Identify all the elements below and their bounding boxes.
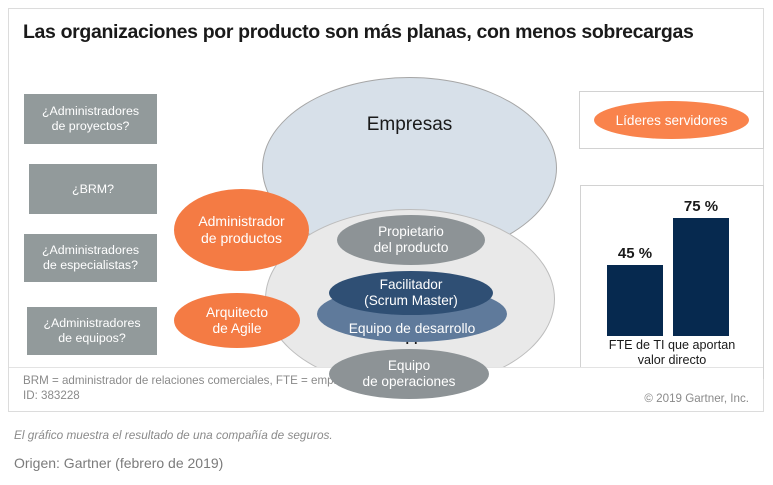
bar-group-traditional: 45 %	[607, 186, 663, 336]
footnote-id: ID: 383228	[23, 388, 80, 402]
page-title: Las organizaciones por producto son más …	[23, 21, 694, 43]
role-line2: (Scrum Master)	[364, 293, 458, 308]
venn-label-empresas: Empresas	[366, 114, 453, 135]
question-box-line1: ¿Administradores	[43, 316, 141, 330]
role-line2: de operaciones	[362, 374, 456, 389]
caption-note: El gráfico muestra el resultado de una c…	[14, 428, 333, 442]
role-line1: Facilitador	[379, 277, 443, 292]
bar-group-product: 75 %	[673, 186, 729, 336]
bar-chart-panel: 45 % 75 % FTE de TI que aportan valor di…	[580, 185, 764, 379]
question-box-line2: de equipos?	[58, 331, 126, 345]
venn-role-product-manager: Administrador de productos	[174, 189, 309, 271]
question-box-line1: ¿BRM?	[72, 181, 114, 196]
role-line2: de productos	[201, 230, 282, 246]
role-line2: de Agile	[212, 320, 262, 336]
bar-chart-plot: 45 % 75 %	[581, 186, 763, 336]
venn-role-product-owner: Propietario del producto	[337, 215, 485, 265]
question-box-brm: ¿BRM?	[29, 164, 157, 214]
bar-value-label: 45 %	[617, 245, 653, 263]
axis-label-line2: valor directo	[637, 353, 707, 367]
question-box-team-managers: ¿Administradores de equipos?	[27, 307, 157, 355]
question-box-project-managers: ¿Administradores de proyectos?	[24, 94, 157, 144]
bar-rect	[673, 218, 729, 336]
question-box-line2: de especialistas?	[42, 258, 139, 272]
role-line1: Propietario	[378, 224, 444, 239]
bar-value-label: 75 %	[683, 198, 719, 215]
axis-label-line1: FTE de TI que aportan	[608, 338, 736, 352]
question-box-specialist-managers: ¿Administradores de especialistas?	[24, 234, 157, 282]
venn-role-agile-architect: Arquitecto de Agile	[174, 293, 300, 348]
venn-role-scrum-master: Facilitador (Scrum Master)	[329, 271, 493, 315]
role-line1: Arquitecto	[205, 304, 269, 320]
role-line1: Equipo	[387, 358, 431, 373]
question-box-line1: ¿Administradores	[41, 243, 140, 257]
role-line2: del producto	[373, 240, 449, 255]
servant-leaders-label: Líderes servidores	[615, 112, 728, 128]
question-box-line2: de proyectos?	[51, 119, 130, 133]
caption-source: Origen: Gartner (febrero de 2019)	[14, 455, 224, 471]
venn-role-operations-team: Equipo de operaciones	[329, 349, 489, 399]
venn-diagram: Empresas TI Propietario del producto Equ…	[159, 64, 569, 399]
servant-leaders-panel: Líderes servidores	[579, 91, 764, 149]
role-label: Equipo de desarrollo	[348, 321, 476, 336]
role-line1: Administrador	[198, 213, 285, 229]
bar-rect	[607, 265, 663, 336]
infographic-card: Las organizaciones por producto son más …	[8, 8, 764, 412]
copyright-text: © 2019 Gartner, Inc.	[644, 392, 749, 405]
question-box-line1: ¿Administradores	[41, 104, 140, 118]
servant-leaders-pill: Líderes servidores	[594, 101, 749, 139]
bar-chart-axis-label: FTE de TI que aportan valor directo	[587, 338, 757, 368]
